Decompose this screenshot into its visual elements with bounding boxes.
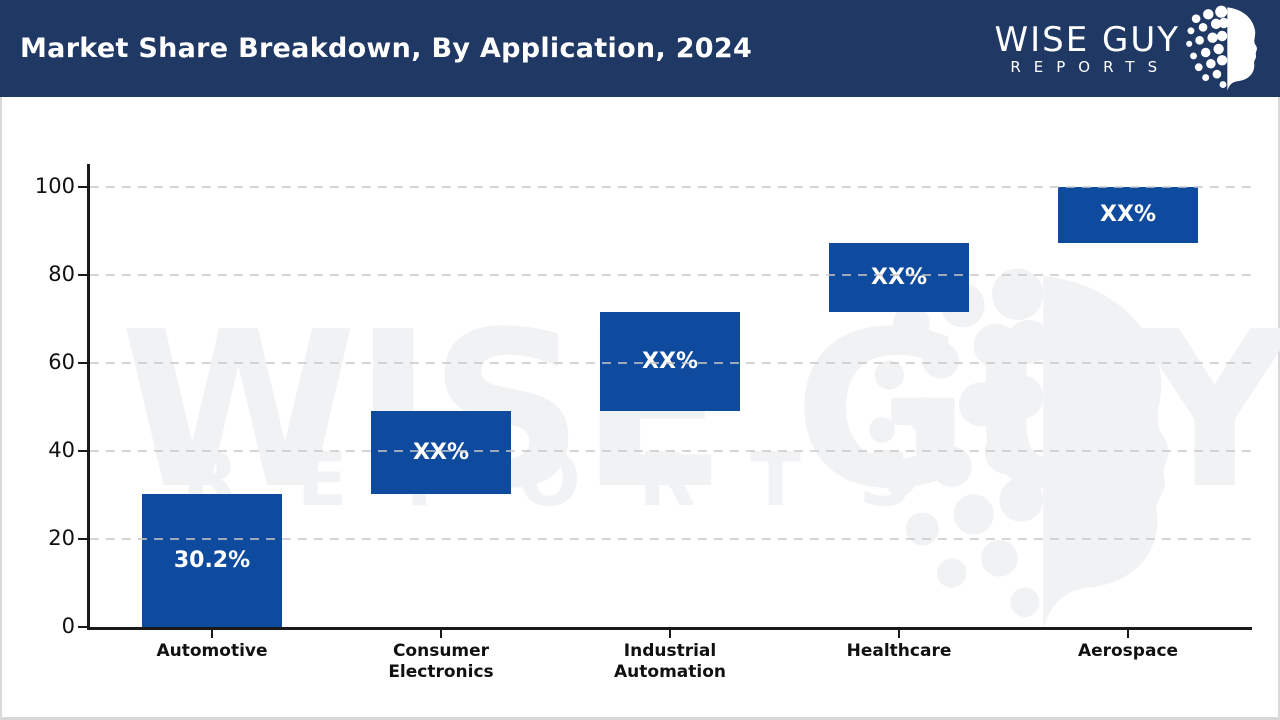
category-label-consumer-electronics: Consumer Electronics (388, 641, 494, 683)
bar-value-label: XX% (871, 265, 927, 291)
bar-aerospace: XX% (1058, 187, 1198, 243)
bar-consumer-electronics: XX% (371, 410, 511, 495)
bar-value-label: 30.2% (173, 548, 251, 574)
y-tick-100 (78, 186, 87, 188)
logo-subtext: REPORTS (1010, 57, 1171, 76)
wiseguy-logo: WISE GUY REPORTS (994, 5, 1262, 93)
header: Market Share Breakdown, By Application, … (0, 0, 1280, 97)
y-tick-label-0: 0 (61, 614, 75, 638)
y-tick-label-20: 20 (48, 526, 75, 550)
y-tick-20 (78, 538, 87, 540)
logo-head-icon (1186, 5, 1257, 91)
gridline-y-40 (90, 450, 1252, 452)
chart-area: WISE GUY REPORTS 0 20 40 60 80 100 30.2% Automo… (2, 97, 1280, 717)
x-tick-aerospace (1127, 630, 1129, 638)
y-axis-line (87, 164, 90, 630)
logo-wordmark: WISE GUY (994, 19, 1180, 60)
bar-value-label: XX% (413, 439, 469, 465)
category-label-healthcare: Healthcare (846, 641, 952, 661)
y-tick-60 (78, 362, 87, 364)
bar-industrial-automation: XX% (600, 312, 740, 411)
bar-value-label: XX% (1100, 202, 1156, 228)
y-tick-label-40: 40 (48, 438, 75, 462)
bar-value-label: XX% (642, 348, 698, 374)
bar-automotive: 30.2% (142, 494, 282, 627)
y-tick-label-60: 60 (48, 350, 75, 374)
x-tick-automotive (211, 630, 213, 638)
x-tick-consumer-electronics (440, 630, 442, 638)
gridline-y-80 (90, 274, 1252, 276)
x-tick-healthcare (898, 630, 900, 638)
category-label-industrial-automation: Industrial Automation (614, 641, 726, 683)
x-tick-industrial-automation (669, 630, 671, 638)
y-tick-80 (78, 274, 87, 276)
category-label-aerospace: Aerospace (1077, 641, 1179, 661)
watermark-head-icon (869, 268, 1169, 628)
y-tick-label-100: 100 (34, 174, 75, 198)
gridline-y-20 (90, 538, 1252, 540)
y-tick-0 (78, 626, 87, 628)
logo-wordmark-block: WISE GUY REPORTS (994, 23, 1180, 75)
bar-healthcare: XX% (829, 242, 969, 313)
y-tick-40 (78, 450, 87, 452)
x-axis-line (87, 627, 1252, 630)
page-title: Market Share Breakdown, By Application, … (20, 33, 753, 64)
gridline-y-100 (90, 186, 1252, 188)
gridline-y-60 (90, 362, 1252, 364)
category-label-automotive: Automotive (156, 641, 268, 661)
y-tick-label-80: 80 (48, 262, 75, 286)
